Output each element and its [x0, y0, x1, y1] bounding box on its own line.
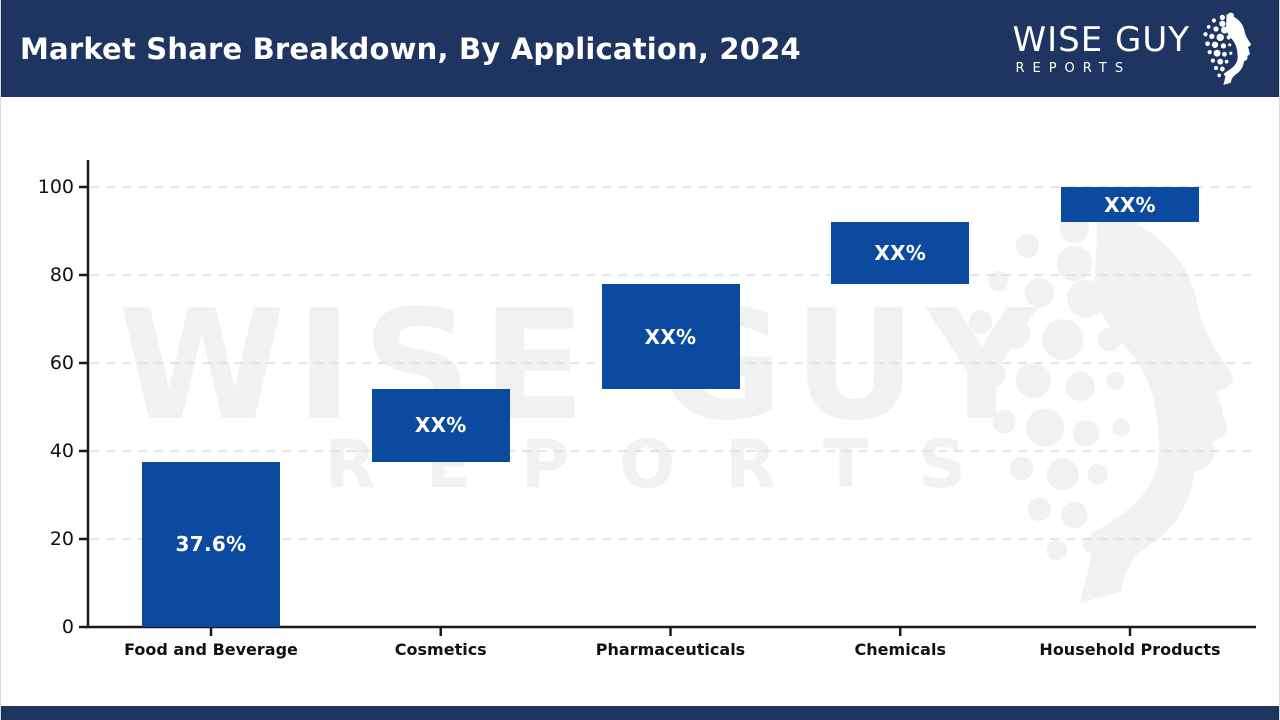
x-axis-category-label: Household Products: [1039, 640, 1221, 659]
y-axis-tick-label: 20: [49, 528, 74, 550]
header: Market Share Breakdown, By Application, …: [0, 0, 1280, 97]
y-axis-tick-label: 40: [49, 440, 74, 462]
y-axis-tick-label: 0: [61, 616, 74, 638]
bar: 37.6%: [142, 461, 280, 627]
y-axis-tick-label: 60: [49, 352, 74, 374]
x-axis-category-label: Pharmaceuticals: [595, 640, 746, 659]
y-axis-tick-label: 80: [49, 264, 74, 286]
logo-text: WISE GUY REPORTS: [1012, 23, 1190, 75]
bar: XX%: [601, 283, 740, 390]
wise-guy-logo: WISE GUY REPORTS: [1012, 11, 1254, 87]
bar-value-label: 37.6%: [175, 532, 247, 557]
footer-bar: [0, 706, 1280, 720]
bar: XX%: [1061, 187, 1199, 223]
y-axis-tick-label: 100: [37, 176, 74, 198]
bar-value-label: XX%: [414, 413, 467, 438]
x-axis-category-label: Chemicals: [854, 640, 946, 659]
bar: XX%: [831, 222, 970, 284]
page-title: Market Share Breakdown, By Application, …: [20, 31, 801, 66]
bar: XX%: [371, 389, 510, 462]
bar-value-label: XX%: [1104, 192, 1156, 217]
logo-head-icon: [1203, 12, 1251, 85]
x-axis-category-label: Cosmetics: [394, 640, 487, 659]
bar-value-label: XX%: [644, 324, 697, 349]
logo-subtitle: REPORTS: [1015, 60, 1132, 76]
bar-value-label: XX%: [874, 240, 927, 265]
logo-wordmark: WISE GUY: [1012, 19, 1190, 60]
x-axis-category-label: Food and Beverage: [124, 640, 298, 659]
left-border: [0, 0, 1, 720]
